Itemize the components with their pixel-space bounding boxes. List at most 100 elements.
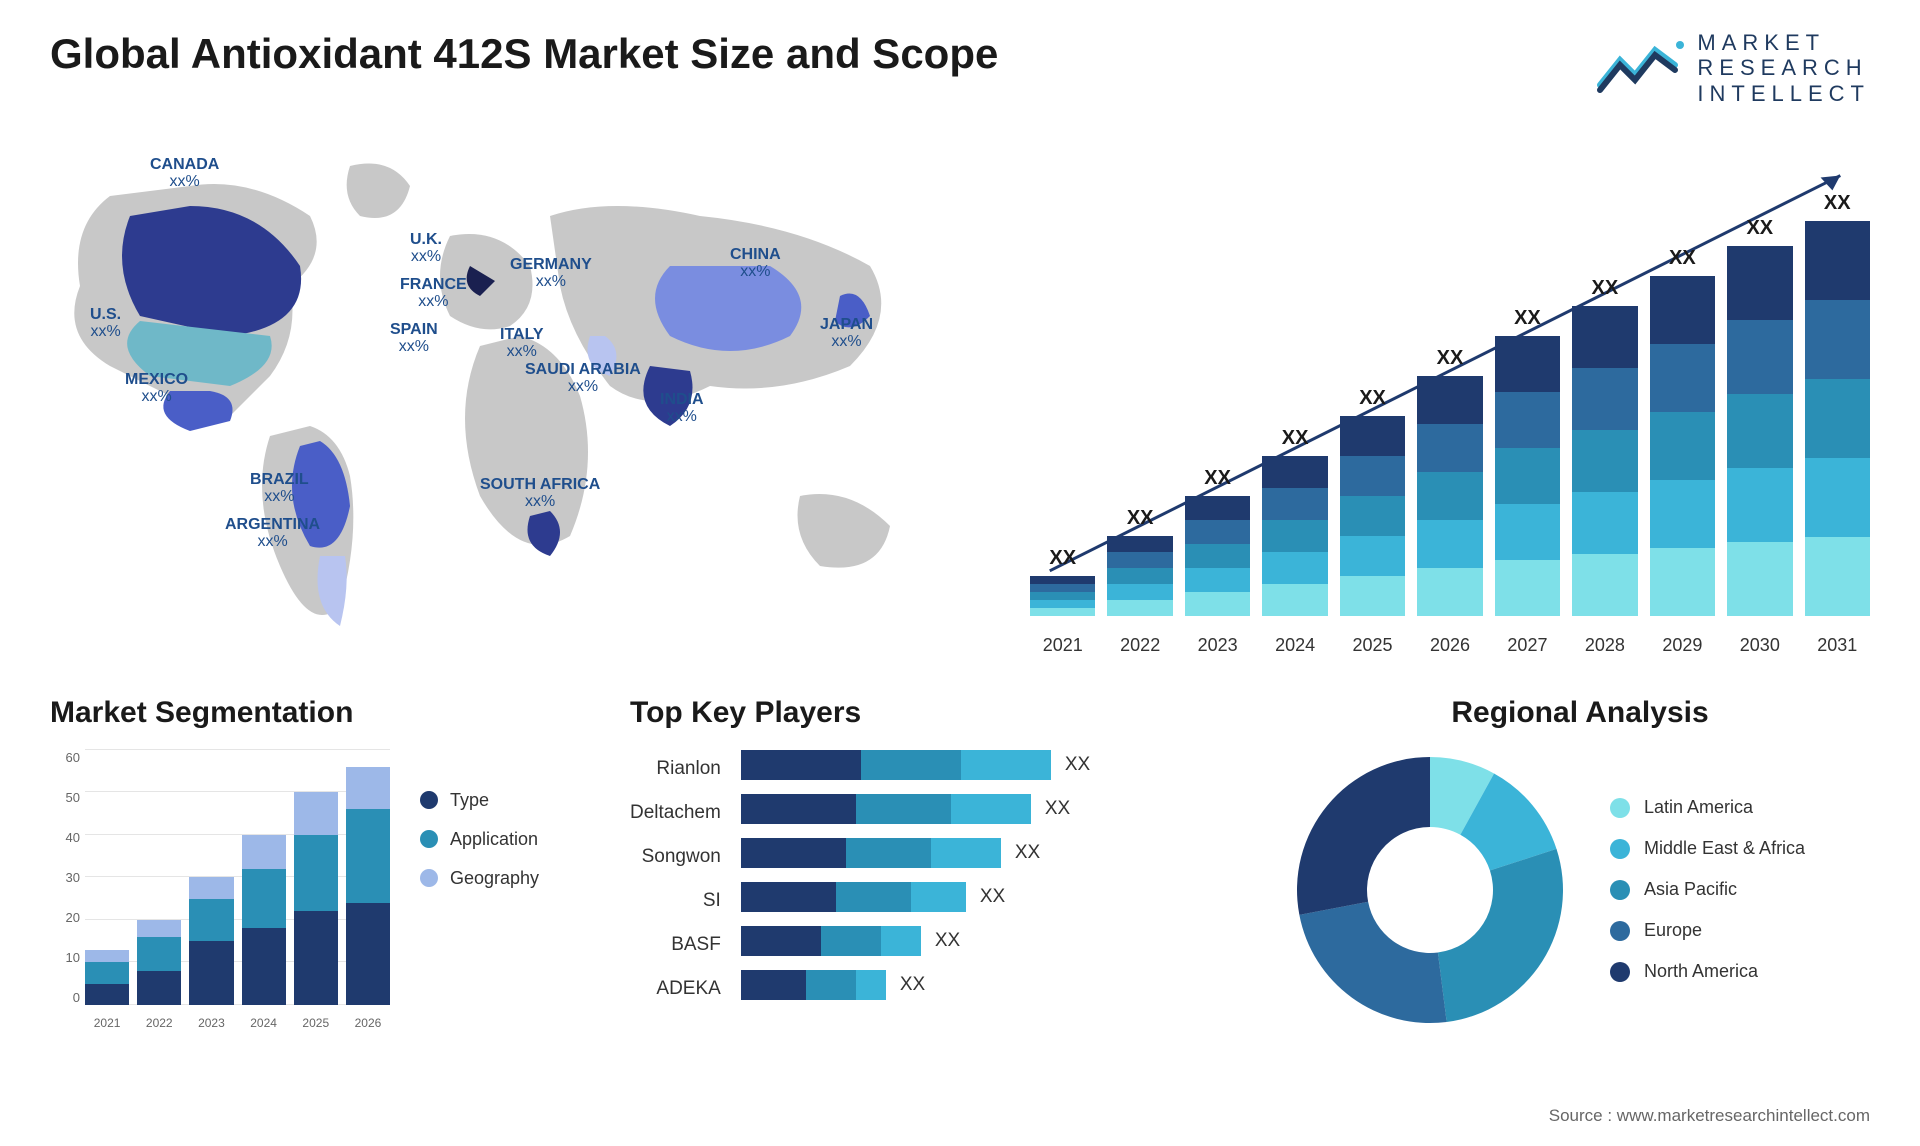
logo-text: MARKET RESEARCH INTELLECT (1697, 30, 1870, 106)
growth-bar: XX (1650, 247, 1715, 616)
player-value-label: XX (1065, 754, 1090, 776)
player-bar: XX (741, 970, 1250, 1000)
growth-bar: XX (1030, 547, 1095, 616)
growth-value-label: XX (1204, 467, 1231, 490)
seg-legend-item: Geography (420, 868, 539, 889)
map-label: SAUDI ARABIAxx% (525, 361, 641, 396)
players-panel: Top Key Players RianlonDeltachemSongwonS… (630, 696, 1250, 1030)
logo: MARKET RESEARCH INTELLECT (1595, 30, 1870, 106)
player-value-label: XX (935, 930, 960, 952)
header: Global Antioxidant 412S Market Size and … (50, 30, 1870, 106)
growth-year-label: 2029 (1650, 635, 1715, 656)
seg-ytick: 20 (50, 910, 80, 925)
players-labels: RianlonDeltachemSongwonSIBASFADEKA (630, 750, 721, 1004)
map-label: INDIAxx% (660, 391, 704, 426)
segmentation-panel: Market Segmentation 0102030405060 202120… (50, 696, 590, 1030)
bottom-row: Market Segmentation 0102030405060 202120… (50, 696, 1870, 1030)
seg-bar (189, 877, 233, 1005)
seg-legend-item: Type (420, 790, 539, 811)
map-label: ARGENTINAxx% (225, 516, 320, 551)
player-bar: XX (741, 838, 1250, 868)
seg-bar (242, 835, 286, 1005)
growth-chart: XX XX XX XX XX XX XX XX XX XX XX 2021 2022 2023 2024 2… (1030, 136, 1870, 656)
seg-xlabel: 2026 (346, 1016, 390, 1030)
player-label: SI (703, 886, 721, 916)
growth-year-label: 2023 (1185, 635, 1250, 656)
player-value-label: XX (1045, 798, 1070, 820)
regional-legend-item: Europe (1610, 920, 1805, 941)
player-value-label: XX (1015, 842, 1040, 864)
player-label: ADEKA (656, 974, 720, 1004)
seg-bar (346, 767, 390, 1005)
map-label: CHINAxx% (730, 246, 781, 281)
growth-bar: XX (1185, 467, 1250, 616)
growth-value-label: XX (1746, 217, 1773, 240)
growth-year-label: 2027 (1495, 635, 1560, 656)
seg-ytick: 50 (50, 790, 80, 805)
growth-value-label: XX (1592, 277, 1619, 300)
world-map: CANADAxx%U.S.xx%MEXICOxx%BRAZILxx%ARGENT… (50, 136, 970, 656)
player-bar: XX (741, 750, 1250, 780)
growth-bar: XX (1805, 192, 1870, 616)
regional-legend-item: Middle East & Africa (1610, 838, 1805, 859)
seg-bar (85, 950, 129, 1005)
growth-bar: XX (1727, 217, 1792, 616)
growth-value-label: XX (1282, 427, 1309, 450)
player-value-label: XX (900, 974, 925, 996)
map-label: MEXICOxx% (125, 371, 188, 406)
growth-bar: XX (1340, 387, 1405, 616)
map-label: SOUTH AFRICAxx% (480, 476, 600, 511)
growth-value-label: XX (1437, 347, 1464, 370)
growth-year-label: 2022 (1107, 635, 1172, 656)
donut-slice (1297, 757, 1430, 915)
logo-text-3: INTELLECT (1697, 81, 1870, 106)
segmentation-title: Market Segmentation (50, 696, 590, 730)
growth-bar: XX (1107, 507, 1172, 616)
growth-year-label: 2021 (1030, 635, 1095, 656)
seg-xlabel: 2023 (189, 1016, 233, 1030)
seg-xlabel: 2022 (137, 1016, 181, 1030)
player-bar: XX (741, 794, 1250, 824)
top-row: CANADAxx%U.S.xx%MEXICOxx%BRAZILxx%ARGENT… (50, 136, 1870, 656)
player-label: Rianlon (656, 754, 720, 784)
regional-legend: Latin AmericaMiddle East & AfricaAsia Pa… (1610, 797, 1805, 982)
growth-year-label: 2024 (1262, 635, 1327, 656)
growth-bar: XX (1572, 277, 1637, 616)
regional-legend-item: Asia Pacific (1610, 879, 1805, 900)
seg-xlabel: 2025 (294, 1016, 338, 1030)
growth-value-label: XX (1669, 247, 1696, 270)
regional-donut (1290, 750, 1570, 1030)
seg-legend-item: Application (420, 829, 539, 850)
growth-value-label: XX (1049, 547, 1076, 570)
logo-text-1: MARKET (1697, 30, 1870, 55)
map-label: BRAZILxx% (250, 471, 309, 506)
regional-panel: Regional Analysis Latin AmericaMiddle Ea… (1290, 696, 1870, 1030)
player-label: Songwon (642, 842, 721, 872)
logo-icon (1595, 35, 1685, 100)
map-label: JAPANxx% (820, 316, 873, 351)
regional-title: Regional Analysis (1290, 696, 1870, 730)
growth-bar: XX (1417, 347, 1482, 616)
growth-year-label: 2031 (1805, 635, 1870, 656)
player-bar: XX (741, 926, 1250, 956)
growth-bar: XX (1495, 307, 1560, 616)
seg-bar (137, 920, 181, 1005)
growth-value-label: XX (1514, 307, 1541, 330)
donut-slice (1438, 849, 1563, 1022)
player-value-label: XX (980, 886, 1005, 908)
regional-legend-item: North America (1610, 961, 1805, 982)
segmentation-legend: Type Application Geography (420, 750, 539, 1030)
seg-ytick: 10 (50, 950, 80, 965)
map-label: SPAINxx% (390, 321, 438, 356)
map-label: U.K.xx% (410, 231, 442, 266)
source-text: Source : www.marketresearchintellect.com (1549, 1106, 1870, 1126)
growth-value-label: XX (1127, 507, 1154, 530)
page-title: Global Antioxidant 412S Market Size and … (50, 30, 998, 78)
seg-ytick: 60 (50, 750, 80, 765)
logo-text-2: RESEARCH (1697, 55, 1870, 80)
segmentation-chart: 0102030405060 202120222023202420252026 (50, 750, 390, 1030)
seg-xlabel: 2024 (242, 1016, 286, 1030)
map-label: GERMANYxx% (510, 256, 592, 291)
donut-slice (1299, 902, 1446, 1023)
seg-ytick: 40 (50, 830, 80, 845)
